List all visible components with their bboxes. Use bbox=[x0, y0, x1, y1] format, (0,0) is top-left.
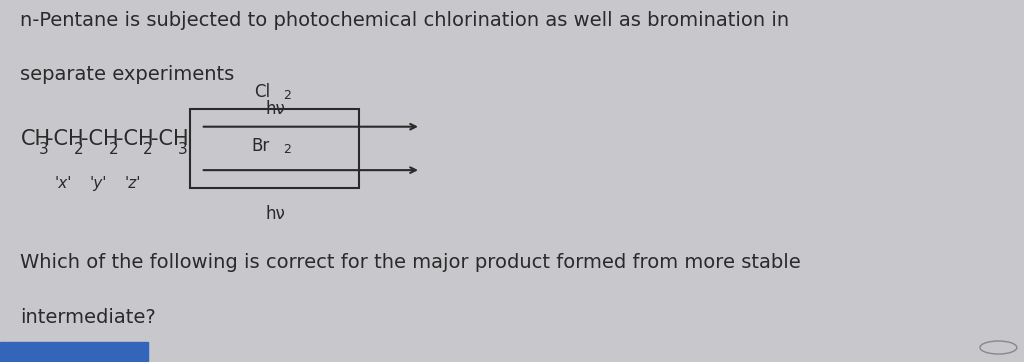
Text: 2: 2 bbox=[283, 89, 291, 102]
Text: 3: 3 bbox=[178, 142, 188, 157]
Text: hν: hν bbox=[265, 205, 285, 223]
Text: 'x': 'x' bbox=[54, 176, 73, 190]
Bar bbox=[190, 109, 359, 188]
Text: Br: Br bbox=[252, 136, 270, 155]
Text: 2: 2 bbox=[283, 143, 291, 156]
Text: n-Pentane is subjected to photochemical chlorination as well as bromination in: n-Pentane is subjected to photochemical … bbox=[20, 11, 790, 30]
Text: 2: 2 bbox=[143, 142, 153, 157]
Bar bbox=[0, 342, 148, 362]
Text: Cl: Cl bbox=[254, 83, 270, 101]
Text: 2: 2 bbox=[74, 142, 83, 157]
Text: -CH: -CH bbox=[151, 129, 188, 149]
Text: CH: CH bbox=[20, 129, 50, 149]
Text: 'z': 'z' bbox=[125, 176, 141, 190]
Text: 'y': 'y' bbox=[89, 176, 108, 190]
Text: 3: 3 bbox=[39, 142, 49, 157]
Text: intermediate?: intermediate? bbox=[20, 308, 157, 327]
Text: Which of the following is correct for the major product formed from more stable: Which of the following is correct for th… bbox=[20, 253, 801, 272]
Text: -CH: -CH bbox=[116, 129, 154, 149]
Text: 2: 2 bbox=[109, 142, 118, 157]
Text: -CH: -CH bbox=[46, 129, 84, 149]
Text: separate experiments: separate experiments bbox=[20, 65, 234, 84]
Text: hν: hν bbox=[265, 100, 285, 118]
Text: -CH: -CH bbox=[81, 129, 119, 149]
